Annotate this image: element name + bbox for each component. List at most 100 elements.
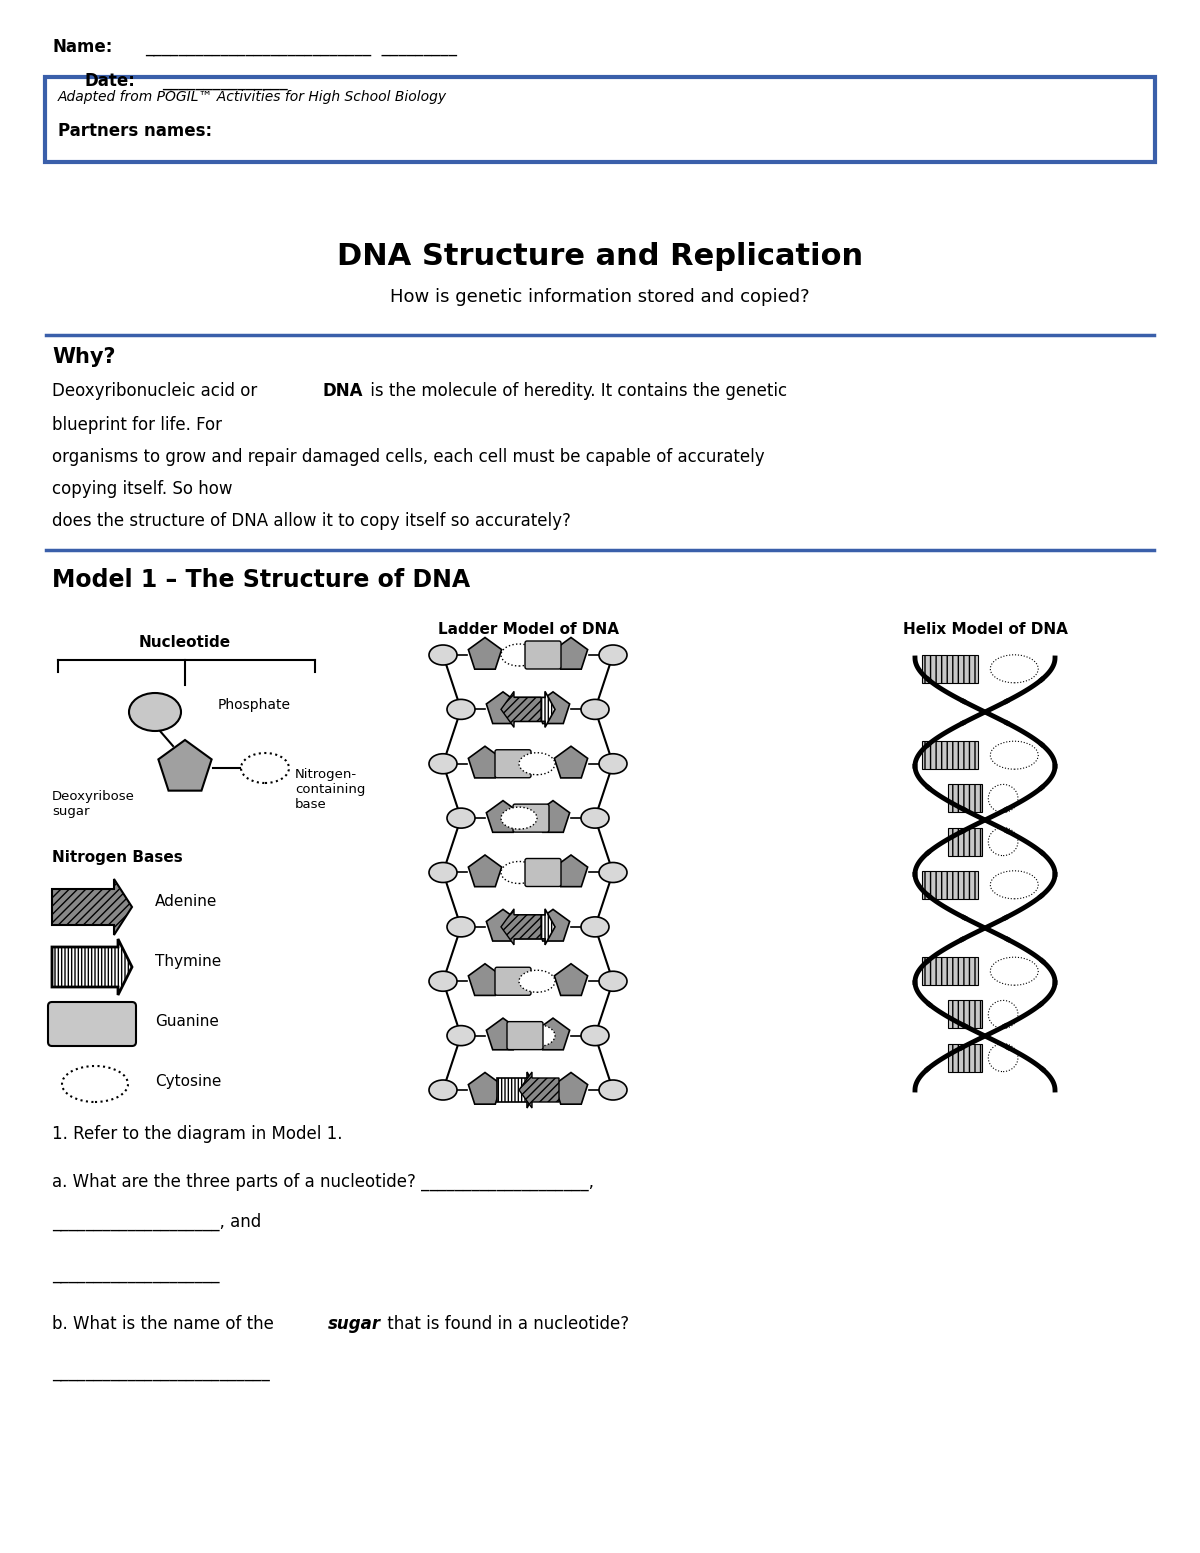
Polygon shape [468,747,502,778]
Text: Cytosine: Cytosine [155,1075,221,1089]
Polygon shape [502,691,541,727]
Polygon shape [468,637,502,669]
Ellipse shape [430,644,457,665]
Ellipse shape [599,1079,628,1100]
FancyBboxPatch shape [496,750,532,778]
Text: Guanine: Guanine [155,1014,218,1030]
Ellipse shape [989,784,1018,812]
Polygon shape [515,691,554,727]
Text: Helix Model of DNA: Helix Model of DNA [902,623,1068,637]
Ellipse shape [520,971,554,992]
Polygon shape [497,1072,538,1107]
Text: is the molecule of heredity. It contains the genetic: is the molecule of heredity. It contains… [365,382,787,401]
FancyBboxPatch shape [526,859,562,887]
Bar [948,1000,983,1028]
Text: Nitrogen Bases: Nitrogen Bases [52,849,182,865]
Polygon shape [554,747,588,778]
Text: organisms to grow and repair damaged cells, each cell must be capable of accurat: organisms to grow and repair damaged cel… [52,447,764,466]
Text: ___________________________  _________: ___________________________ _________ [145,37,457,56]
Text: Adapted from POGIL™ Activities for High School Biology: Adapted from POGIL™ Activities for High … [58,90,448,104]
Ellipse shape [448,699,475,719]
Polygon shape [468,1073,502,1104]
Polygon shape [554,1073,588,1104]
Polygon shape [554,637,588,669]
Text: _______________: _______________ [162,71,288,90]
Polygon shape [502,909,541,944]
Ellipse shape [581,699,610,719]
Polygon shape [468,964,502,995]
Ellipse shape [430,1079,457,1100]
Polygon shape [520,1072,559,1107]
FancyBboxPatch shape [526,641,562,669]
Polygon shape [554,964,588,995]
Polygon shape [158,739,211,790]
Polygon shape [468,856,502,887]
Text: Name:: Name: [52,37,113,56]
Ellipse shape [599,753,628,773]
FancyBboxPatch shape [514,804,550,832]
Polygon shape [52,879,132,935]
Ellipse shape [430,862,457,882]
FancyBboxPatch shape [496,968,532,995]
Bar [948,1044,983,1072]
Text: Date:: Date: [85,71,136,90]
Bar [923,655,978,683]
Ellipse shape [599,644,628,665]
Text: a. What are the three parts of a nucleotide? ____________________,: a. What are the three parts of a nucleot… [52,1173,594,1191]
Bar [948,828,983,856]
Text: ____________________, and: ____________________, and [52,1213,262,1232]
Text: Nucleotide: Nucleotide [139,635,232,651]
Text: Ladder Model of DNA: Ladder Model of DNA [438,623,618,637]
Text: Thymine: Thymine [155,954,221,969]
Text: DNA: DNA [322,382,362,401]
Bar [923,741,978,769]
Ellipse shape [502,644,538,666]
Ellipse shape [989,1044,1018,1072]
Bar [923,957,978,985]
Text: Adenine: Adenine [155,895,217,909]
Ellipse shape [581,1025,610,1045]
Ellipse shape [990,741,1038,769]
Text: __________________________: __________________________ [52,1364,270,1381]
Ellipse shape [581,808,610,828]
Text: Why?: Why? [52,346,115,367]
Text: blueprint for life. For: blueprint for life. For [52,416,222,433]
Text: Deoxyribose
sugar: Deoxyribose sugar [52,790,134,818]
FancyBboxPatch shape [46,78,1154,162]
Ellipse shape [989,1000,1018,1028]
Text: Phosphate: Phosphate [218,697,292,711]
Text: Nitrogen-
containing
base: Nitrogen- containing base [295,769,365,811]
Polygon shape [536,1019,570,1050]
Ellipse shape [130,693,181,731]
Text: copying itself. So how: copying itself. So how [52,480,233,499]
Text: b. What is the name of the: b. What is the name of the [52,1315,280,1332]
Ellipse shape [448,808,475,828]
Text: How is genetic information stored and copied?: How is genetic information stored and co… [390,287,810,306]
Ellipse shape [62,1065,128,1103]
Ellipse shape [448,1025,475,1045]
Ellipse shape [990,871,1038,899]
Text: ____________________: ____________________ [52,1266,220,1283]
Ellipse shape [502,862,538,884]
Ellipse shape [502,808,538,829]
Ellipse shape [430,971,457,991]
Polygon shape [486,801,520,832]
Ellipse shape [989,828,1018,856]
Text: DNA Structure and Replication: DNA Structure and Replication [337,242,863,272]
Ellipse shape [430,753,457,773]
Text: Deoxyribonucleic acid or: Deoxyribonucleic acid or [52,382,263,401]
Ellipse shape [599,971,628,991]
Polygon shape [515,909,554,944]
Polygon shape [536,910,570,941]
Polygon shape [52,940,132,995]
Text: 1. Refer to the diagram in Model 1.: 1. Refer to the diagram in Model 1. [52,1124,342,1143]
Text: does the structure of DNA allow it to copy itself so accurately?: does the structure of DNA allow it to co… [52,512,571,530]
Polygon shape [554,856,588,887]
Text: Partners names:: Partners names: [58,123,212,140]
Text: sugar: sugar [328,1315,382,1332]
FancyBboxPatch shape [508,1022,544,1050]
Bar [948,784,983,812]
Ellipse shape [241,753,289,783]
Polygon shape [536,801,570,832]
Ellipse shape [990,655,1038,683]
